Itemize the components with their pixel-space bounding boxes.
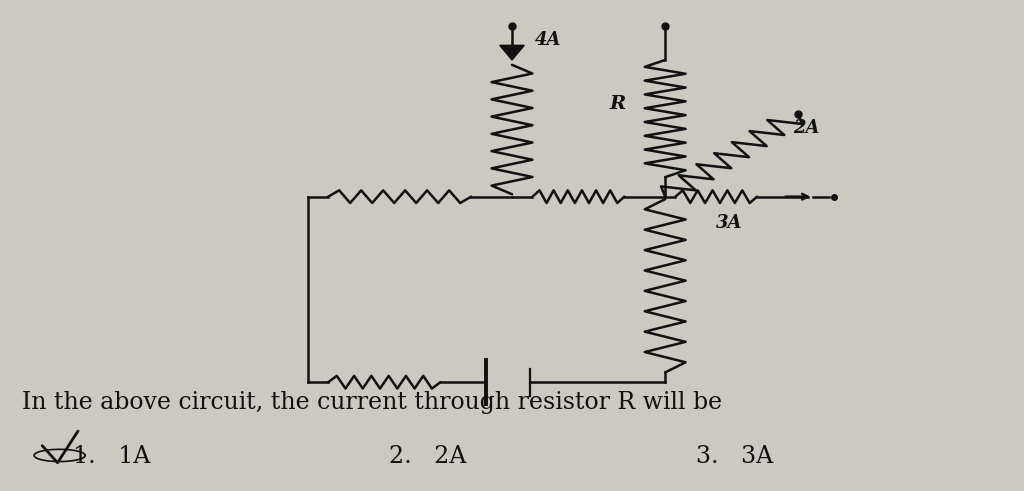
Text: 2A: 2A [793, 119, 819, 137]
Text: 3A: 3A [716, 215, 742, 232]
Text: 3.   3A: 3. 3A [696, 445, 773, 468]
Text: In the above circuit, the current through resistor R will be: In the above circuit, the current throug… [22, 391, 722, 414]
Text: R: R [609, 95, 626, 113]
Text: 2.   2A: 2. 2A [389, 445, 467, 468]
Polygon shape [500, 45, 524, 60]
Text: 4A: 4A [535, 31, 561, 49]
Text: 1.   1A: 1. 1A [73, 445, 151, 468]
